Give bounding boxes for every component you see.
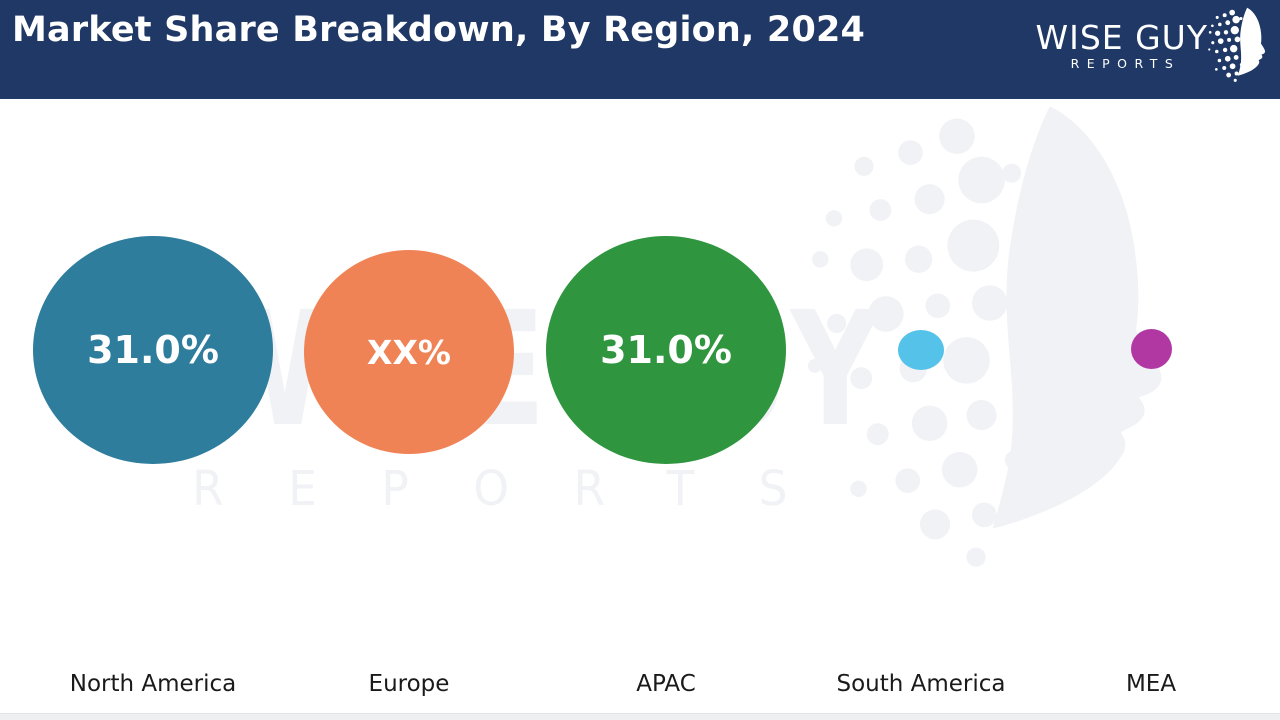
watermark-head-icon [807,106,1162,567]
bubble-north-america: 31.0% [33,236,273,464]
brand-subname: REPORTS [1070,56,1181,72]
category-label-mea: MEA [1125,671,1177,697]
chart-title: Market Share Breakdown, By Region, 2024 [12,10,866,50]
bubble-value: 31.0% [600,328,732,372]
brand-head-icon [1204,6,1270,86]
category-label-south-america: South America [836,671,1006,697]
brand-name: WISE GUY [1035,17,1208,57]
title-bar: Market Share Breakdown, By Region, 2024 … [0,0,1280,99]
bubble-value: 31.0% [87,328,219,372]
brand-logo: WISE GUY REPORTS [1035,6,1270,86]
category-label-apac: APAC [636,671,696,697]
footer-strip [0,713,1280,720]
category-label-north-america: North America [69,671,237,697]
bubble-south-america [898,330,944,370]
bubble-apac: 31.0% [546,236,786,464]
bubble-value: XX% [367,332,451,372]
bubble-europe: XX% [304,250,514,454]
bubble-mea [1130,329,1172,369]
brand-wordmark: WISE GUY REPORTS [1035,17,1208,72]
watermark-subword: REPORTS [192,461,852,517]
category-label-europe: Europe [368,671,450,697]
